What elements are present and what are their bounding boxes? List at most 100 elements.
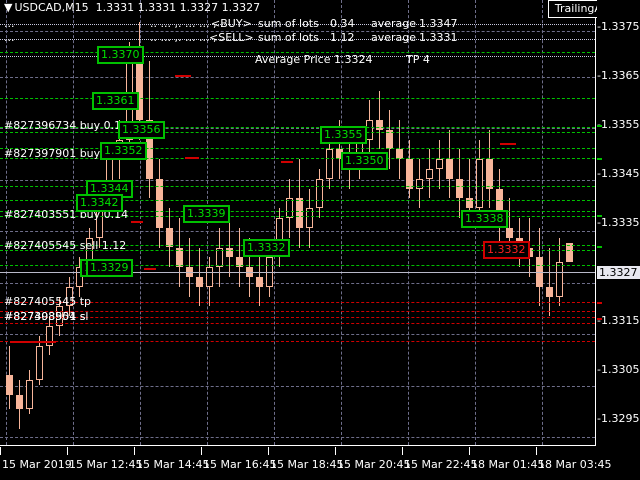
current-price-line [0,272,595,273]
price-axis-marker [597,125,602,127]
candlestick [66,0,74,445]
horizontal-gridline [0,334,595,335]
price-axis-tick: -1.3295 [597,412,640,426]
candlestick [286,0,294,445]
indicator-dotted-line [0,24,595,25]
candlestick [276,0,284,445]
price-axis-marker [597,302,602,304]
price-tag[interactable]: 1.3339 [183,205,230,223]
buy-lots-value: 0.34 [330,17,355,30]
sell-avg-value: 1.3331 [419,31,458,44]
candlestick [166,0,174,445]
candle-body [216,247,223,268]
price-tag[interactable]: 1.3361 [92,92,139,110]
time-axis-tick: 15 Mar 2019 [2,458,72,471]
time-axis-tick: 15 Mar 20:45 [337,458,411,471]
price-axis[interactable]: -1.3375 -1.3365 -1.3355 -1.3345 -1.3335 -1.33… [597,0,640,446]
candle-body [506,227,513,238]
price-tag[interactable]: 1.3338 [461,210,508,228]
time-axis-tick: 15 Mar 12:45 [69,458,143,471]
candlestick [216,0,224,445]
candlestick [56,0,64,445]
buy-row-dots: ... [4,17,15,30]
candle-body [16,394,23,410]
candle-body [66,286,73,307]
candle-wick [469,159,470,228]
candlestick [156,0,164,445]
candlestick [526,0,534,445]
order-level-line [0,311,595,312]
candle-body [476,159,483,209]
vertical-gridline [73,0,74,445]
trade-marker [185,157,199,159]
order-level-line [0,317,595,318]
candlestick [306,0,314,445]
price-tag[interactable]: 1.3332 [483,241,530,259]
candle-body [556,262,563,297]
order-label[interactable]: #827405545 sell 1.12 [4,239,127,252]
candlestick [506,0,514,445]
price-tag[interactable]: 1.3342 [76,194,123,212]
time-axis[interactable]: 15 Mar 2019 15 Mar 12:45 15 Mar 14:45 15 Ma… [0,447,640,480]
order-label[interactable]: #827396734 buy 0.10 [4,119,129,132]
price-tag[interactable]: 1.3332 [243,239,290,257]
candlestick [406,0,414,445]
candle-body [446,159,453,179]
candlestick [456,0,464,445]
candlestick [6,0,14,445]
sell-lots-value: 1.12 [330,31,355,44]
candlestick [566,0,574,445]
sell-row-dots2: .. ... ,. ... ... , . [150,31,224,44]
candlestick [366,0,374,445]
candlestick [296,0,304,445]
triangle-down-icon[interactable]: ▼ [4,1,13,14]
candle-wick [549,247,550,317]
horizontal-gridline [0,180,595,181]
vertical-gridline [274,0,275,445]
price-axis-marker [597,318,602,320]
order-label[interactable]: #827398904 sl [4,310,89,323]
candle-body [566,242,573,263]
candlestick [186,0,194,445]
order-level-line [0,98,595,99]
candle-body [36,345,43,380]
candlestick [346,0,354,445]
ohlc-values: 1.3331 1.3331 1.3327 1.3327 [95,1,261,14]
price-tag[interactable]: 1.3329 [86,259,133,277]
order-label[interactable]: #827403551 s [4,310,86,323]
candlestick [106,0,114,445]
time-axis-tick: 18 Mar 01:45 [471,458,545,471]
trade-marker [175,75,191,77]
trade-marker [500,143,516,145]
vertical-gridline [6,0,7,445]
time-axis-tick: 15 Mar 16:45 [203,458,277,471]
chart-plot-area[interactable]: #827396734 buy 0.10 #827397901 buy 0.10 #8… [0,0,596,446]
candlestick [426,0,434,445]
time-axis-separator [0,447,1,455]
order-level-line [0,341,595,342]
candlestick [416,0,424,445]
price-tag[interactable]: 1.3355 [320,126,367,144]
candlestick [176,0,184,445]
time-axis-tick: 15 Mar 18:45 [270,458,344,471]
order-label[interactable]: #827397901 buy 0.10 [4,147,129,160]
buy-lots-label: sum of lots [258,17,319,30]
candlestick [236,0,244,445]
candle-body [196,276,203,287]
order-label[interactable]: #827405545 tp [4,295,91,308]
candlestick [326,0,334,445]
price-axis-tick: -1.3305 [597,363,640,377]
price-axis-marker [597,158,602,160]
time-axis-tick: 15 Mar 14:45 [136,458,210,471]
price-axis-marker [597,215,602,217]
price-tag[interactable]: 1.3356 [118,121,165,139]
price-axis-tick: -1.3355 [597,117,640,131]
price-tag[interactable]: 1.3352 [100,142,147,160]
time-axis-separator [67,447,68,455]
candlestick [136,0,144,445]
candlestick [516,0,524,445]
candle-body [226,247,233,258]
price-tag[interactable]: 1.3370 [97,46,144,64]
price-tag[interactable]: 1.3350 [341,152,388,170]
candle-body [426,169,433,179]
